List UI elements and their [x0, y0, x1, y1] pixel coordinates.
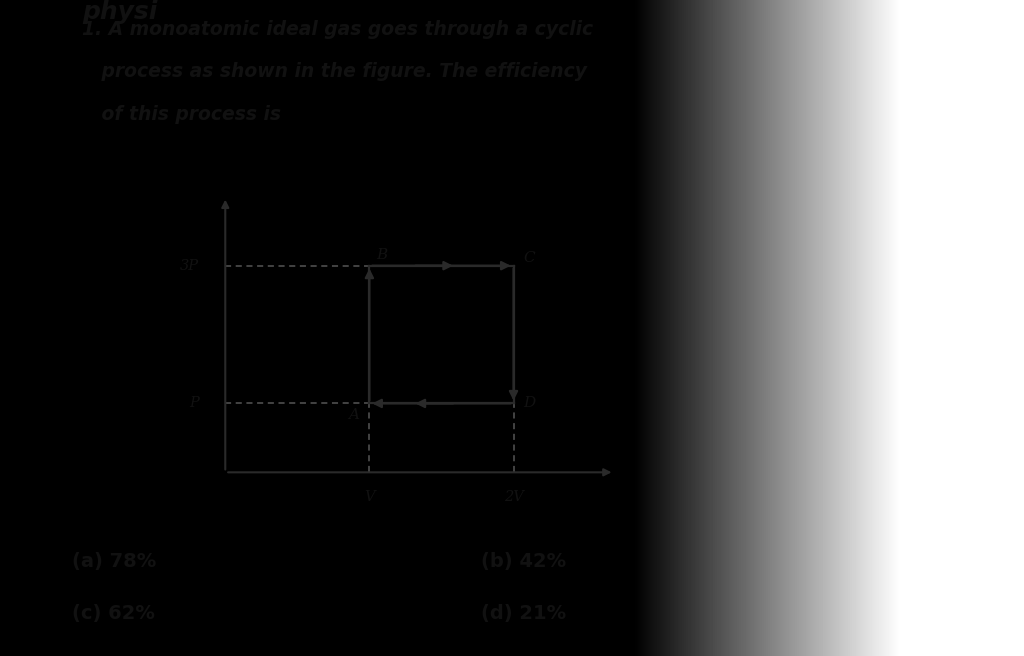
Text: 1. A monoatomic ideal gas goes through a cyclic: 1. A monoatomic ideal gas goes through a… [82, 20, 593, 39]
Text: (c) 62%: (c) 62% [72, 604, 155, 623]
Text: physi: physi [82, 0, 158, 24]
Text: B: B [377, 248, 388, 262]
Text: P: P [189, 396, 200, 411]
Text: 3P: 3P [180, 258, 200, 273]
Text: (b) 42%: (b) 42% [481, 552, 566, 571]
Text: of this process is: of this process is [82, 105, 281, 124]
Text: V: V [365, 489, 375, 504]
Text: A: A [348, 407, 358, 422]
Text: (a) 78%: (a) 78% [72, 552, 156, 571]
Text: D: D [523, 396, 536, 410]
Text: process as shown in the figure. The efficiency: process as shown in the figure. The effi… [82, 62, 587, 81]
Text: C: C [523, 251, 536, 265]
Text: (d) 21%: (d) 21% [481, 604, 566, 623]
Text: 2V: 2V [504, 489, 523, 504]
